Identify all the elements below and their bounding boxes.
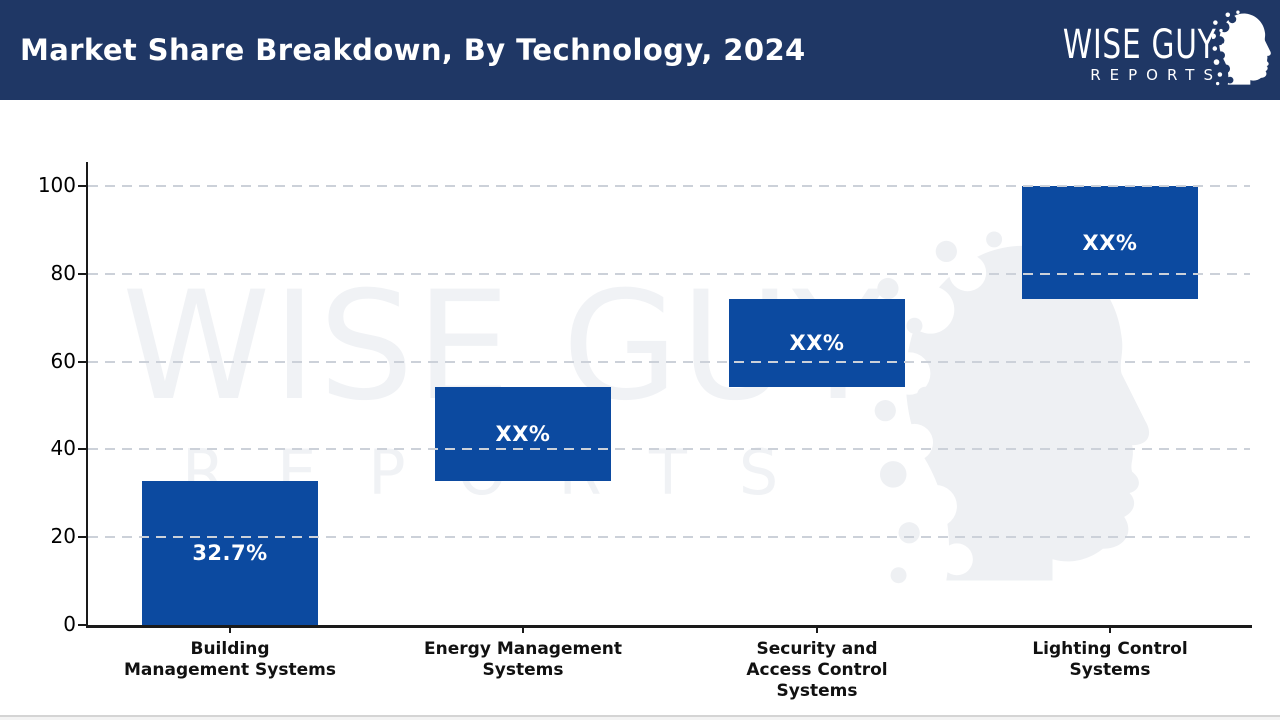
logo-subtitle: REPORTS	[1090, 66, 1222, 84]
bar-1: 32.7%	[142, 481, 318, 625]
y-tick-label: 100	[37, 173, 76, 197]
y-tick-mark	[78, 448, 86, 451]
gridline-20	[88, 536, 1250, 539]
bar-2: XX%	[435, 387, 611, 482]
x-tick-mark	[1109, 625, 1111, 633]
bottom-edge	[0, 717, 1280, 720]
y-tick-mark	[78, 536, 86, 539]
y-tick-mark	[78, 272, 86, 275]
x-axis-line	[86, 625, 1252, 628]
bottom-border	[0, 715, 1280, 717]
y-tick-label: 40	[50, 436, 76, 461]
y-tick-label: 20	[50, 524, 76, 549]
logo-wordmark: WISE GUY	[1062, 22, 1216, 68]
gridline-80	[88, 272, 1250, 275]
wiseguy-logo: WISE GUY REPORTS	[1000, 0, 1280, 100]
y-tick-label: 60	[50, 348, 76, 373]
bar-value-label: XX%	[789, 331, 845, 356]
gridline-60	[88, 360, 1250, 363]
bar-value-label: XX%	[1082, 230, 1138, 255]
bar-value-label: XX%	[495, 422, 551, 447]
gridline-100	[88, 185, 1250, 187]
bar-4: XX%	[1022, 186, 1198, 300]
y-tick-mark	[78, 185, 86, 187]
category-label-2: Energy Management Systems	[424, 639, 622, 680]
x-tick-mark	[522, 625, 524, 633]
y-axis-line	[86, 162, 88, 627]
y-tick-label: 0	[63, 612, 76, 636]
x-tick-mark	[229, 625, 231, 633]
category-label-4: Lighting Control Systems	[1032, 639, 1188, 680]
x-tick-mark	[816, 625, 818, 633]
y-tick-mark	[78, 360, 86, 363]
header-bar: Market Share Breakdown, By Technology, 2…	[0, 0, 1280, 100]
gridline-40	[88, 448, 1250, 451]
bar-3: XX%	[729, 299, 905, 388]
bar-value-label: 32.7%	[192, 541, 268, 566]
page-title: Market Share Breakdown, By Technology, 2…	[20, 33, 806, 67]
category-label-3: Security and Access Control Systems	[746, 639, 888, 701]
wiseguy-head-icon	[1212, 10, 1271, 86]
chart-area: WISE GUY REPORTS 02040608010032.7%XX%XX%…	[0, 100, 1280, 720]
category-label-1: Building Management Systems	[124, 639, 336, 680]
y-tick-mark	[78, 624, 86, 626]
y-tick-label: 80	[50, 260, 76, 285]
